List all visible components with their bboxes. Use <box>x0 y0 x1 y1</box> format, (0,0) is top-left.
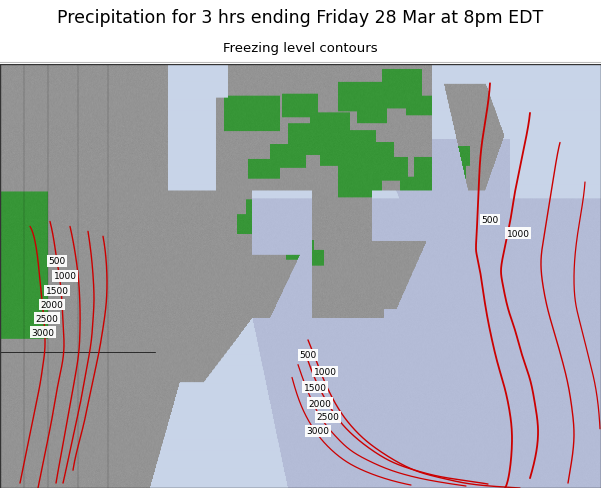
Text: 500: 500 <box>299 350 317 360</box>
Text: 1000: 1000 <box>314 367 337 376</box>
Text: Precipitation for 3 hrs ending Friday 28 Mar at 8pm EDT: Precipitation for 3 hrs ending Friday 28… <box>57 9 544 27</box>
Text: 1500: 1500 <box>304 383 326 392</box>
Text: 2000: 2000 <box>308 399 331 408</box>
Text: 500: 500 <box>48 257 66 266</box>
Text: 2500: 2500 <box>317 412 340 422</box>
Text: 2500: 2500 <box>35 314 58 323</box>
Text: 3000: 3000 <box>31 328 55 337</box>
Text: 1000: 1000 <box>53 272 76 281</box>
Text: 1000: 1000 <box>507 229 529 238</box>
Text: 2000: 2000 <box>40 300 64 309</box>
Text: 3000: 3000 <box>307 427 329 435</box>
Text: 500: 500 <box>481 216 499 224</box>
Text: Freezing level contours: Freezing level contours <box>223 42 378 55</box>
Text: 1500: 1500 <box>46 286 69 295</box>
